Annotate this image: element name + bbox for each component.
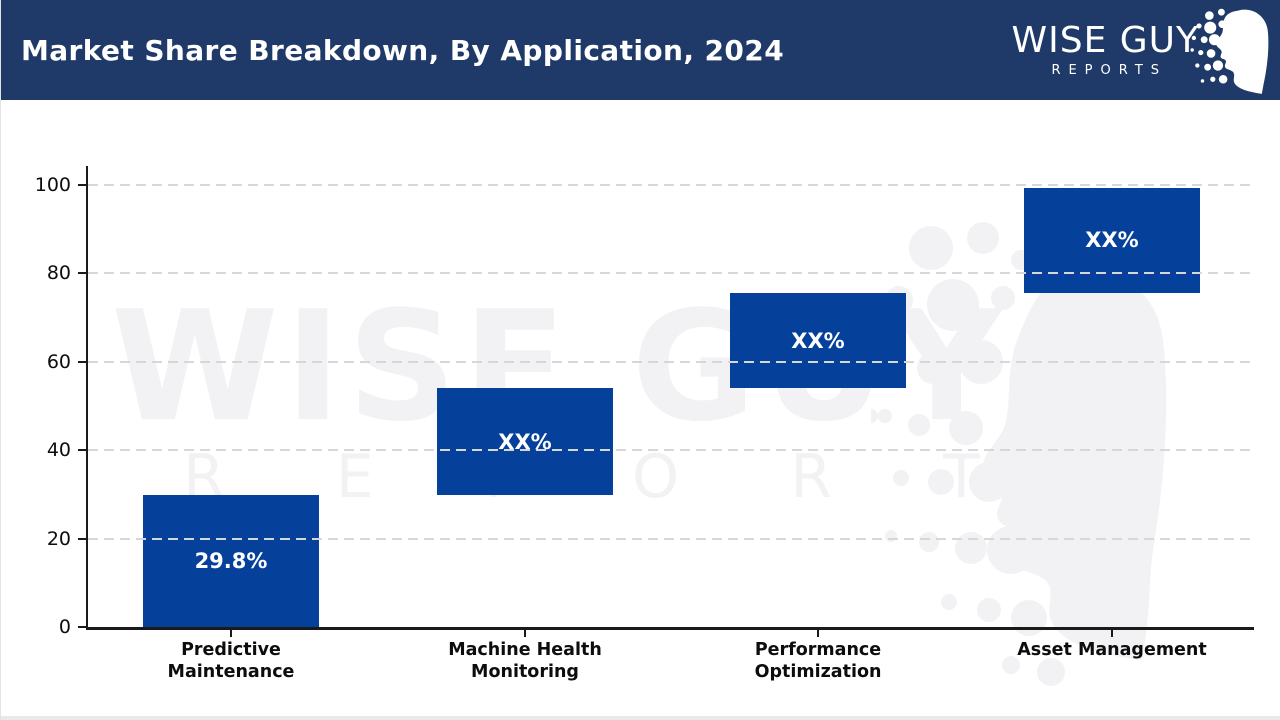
gridline <box>88 360 1254 363</box>
x-tick-mark <box>230 627 232 637</box>
x-tick-mark <box>524 627 526 637</box>
gridline <box>88 449 1254 452</box>
bar-value-label: XX% <box>1085 228 1139 253</box>
bar-segment <box>730 292 906 389</box>
logo-secondary-text: REPORTS <box>1051 62 1168 78</box>
y-tick-mark <box>78 272 86 275</box>
x-tick-mark <box>1111 627 1113 637</box>
bar-value-label: 29.8% <box>194 549 268 574</box>
bar-value-label: XX% <box>498 429 552 454</box>
y-tick-label: 100 <box>34 174 71 196</box>
y-tick-label: 60 <box>46 350 71 373</box>
bottom-strip <box>1 716 1280 720</box>
y-tick-label: 20 <box>46 527 71 550</box>
gridline <box>88 272 1254 275</box>
chart-title: Market Share Breakdown, By Application, … <box>21 33 785 67</box>
header-bar: Market Share Breakdown, By Application, … <box>1 0 1280 100</box>
x-category-label: Performance Optimization <box>754 640 882 682</box>
bar-segment <box>1024 187 1200 293</box>
y-tick-label: 40 <box>46 439 71 462</box>
logo-text: WISE GUY REPORTS <box>1011 19 1200 78</box>
bar-segment <box>437 388 613 496</box>
y-tick-mark <box>78 537 86 540</box>
x-axis-line <box>86 627 1254 630</box>
y-tick-mark <box>78 449 86 452</box>
y-tick-label: 0 <box>58 616 71 638</box>
bar-segment <box>143 495 319 627</box>
x-category-label: Asset Management <box>1017 640 1207 660</box>
x-tick-mark <box>817 627 819 637</box>
x-category-label: Machine Health Monitoring <box>448 640 602 682</box>
y-tick-mark <box>78 626 86 628</box>
y-tick-label: 80 <box>46 262 71 285</box>
chart-canvas: WISE GUY R E P O R T S 0 20 40 60 80 100 29.8%… <box>1 100 1280 720</box>
y-tick-mark <box>78 184 86 186</box>
gridline <box>88 184 1254 186</box>
wise-guy-reports-logo: WISE GUY REPORTS <box>1012 0 1274 100</box>
x-category-label: Predictive Maintenance <box>167 640 295 682</box>
y-axis-line <box>86 166 88 630</box>
y-tick-mark <box>78 360 86 363</box>
bar-value-label: XX% <box>791 328 845 353</box>
logo-primary-text: WISE GUY <box>1011 19 1199 61</box>
logo-face-icon <box>1190 8 1269 94</box>
gridline <box>88 537 1254 540</box>
